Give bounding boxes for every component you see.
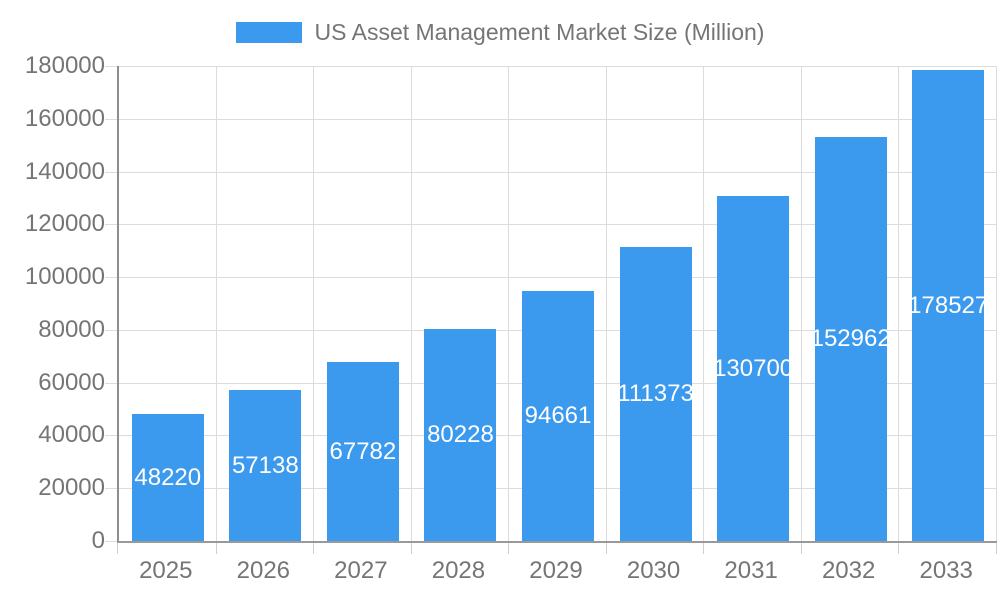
y-axis-tick xyxy=(105,118,117,120)
y-axis-tick xyxy=(105,66,117,67)
bar-2032[interactable]: 152962 xyxy=(814,137,887,541)
x-axis-tick-label: 2032 xyxy=(821,557,876,584)
v-gridline xyxy=(703,66,705,541)
y-axis-tick-label: 160000 xyxy=(24,104,105,132)
y-axis-tick-label: 80000 xyxy=(38,315,105,343)
bar-2029[interactable]: 94661 xyxy=(522,291,594,541)
y-axis-tick xyxy=(105,488,117,490)
x-axis-tick xyxy=(703,543,705,554)
h-gridline xyxy=(119,66,997,67)
v-gridline xyxy=(410,66,412,541)
x-axis-tick xyxy=(508,543,510,554)
bar-value-label: 130700 xyxy=(717,354,790,382)
y-axis-tick xyxy=(105,329,117,331)
v-gridline xyxy=(898,66,900,541)
x-axis-tick xyxy=(313,543,315,554)
y-axis-tick-label: 20000 xyxy=(38,474,105,502)
x-axis-tick xyxy=(605,543,607,554)
x-axis-tick-label: 2030 xyxy=(626,557,681,584)
v-gridline xyxy=(313,66,315,541)
x-axis-tick-label: 2026 xyxy=(236,557,291,584)
y-axis-tick-label: 60000 xyxy=(38,368,105,396)
bar-value-label: 48220 xyxy=(134,463,202,491)
x-axis-tick xyxy=(410,543,412,554)
h-gridline xyxy=(119,171,997,173)
bar-value-label: 80228 xyxy=(427,421,494,448)
y-axis-tick-label: 120000 xyxy=(24,210,105,238)
legend[interactable]: US Asset Management Market Size (Million… xyxy=(0,18,1000,46)
x-axis-tick-label: 2028 xyxy=(431,557,486,584)
x-axis-tick-label: 2033 xyxy=(919,557,973,584)
bar-2033[interactable]: 178527 xyxy=(912,70,985,541)
bar-value-label: 152962 xyxy=(814,325,887,352)
x-axis-tick-label: 2027 xyxy=(334,557,388,584)
bar-value-label: 57138 xyxy=(231,451,299,479)
y-axis-tick xyxy=(105,541,117,542)
v-gridline xyxy=(215,66,217,541)
v-gridline xyxy=(605,66,607,541)
bar-2031[interactable]: 130700 xyxy=(717,196,790,541)
y-axis-tick-label: 0 xyxy=(91,527,105,554)
y-axis-tick xyxy=(105,382,117,384)
bar-2025[interactable]: 48220 xyxy=(131,414,204,541)
bar-2026[interactable]: 57138 xyxy=(229,390,302,541)
legend-label: US Asset Management Market Size (Million… xyxy=(314,18,765,45)
bar-value-label: 67782 xyxy=(329,437,397,465)
bar-value-label: 111373 xyxy=(619,380,692,407)
bar-2030[interactable]: 111373 xyxy=(619,247,692,541)
y-axis-tick-label: 140000 xyxy=(24,157,105,185)
bar-2027[interactable]: 67782 xyxy=(326,362,399,541)
h-gridline xyxy=(119,224,997,226)
bar-2028[interactable]: 80228 xyxy=(424,329,497,541)
legend-swatch-icon xyxy=(235,21,302,43)
x-axis-tick xyxy=(898,543,900,554)
bar-value-label: 178527 xyxy=(912,291,985,319)
plot-area: 48220 57138 67782 80228 94661 111373 130700 152… xyxy=(105,66,997,554)
h-gridline xyxy=(119,118,997,120)
x-axis-tick-label: 2029 xyxy=(529,557,583,584)
y-axis-tick xyxy=(105,435,117,437)
y-axis-tick xyxy=(105,277,117,279)
v-gridline xyxy=(800,66,802,541)
bar-value-label: 94661 xyxy=(524,402,592,429)
x-axis-tick-label: 2031 xyxy=(724,557,778,584)
x-axis-tick-label: 2025 xyxy=(139,557,193,584)
v-gridline xyxy=(996,66,997,541)
x-axis-tick xyxy=(215,543,217,554)
h-gridline xyxy=(119,277,997,279)
x-axis-tick xyxy=(117,543,118,554)
y-axis-tick xyxy=(105,171,117,173)
x-axis-tick xyxy=(996,543,997,554)
y-axis-tick xyxy=(105,224,117,226)
y-axis-tick-label: 40000 xyxy=(38,421,105,449)
v-gridline xyxy=(508,66,510,541)
x-axis-tick xyxy=(800,543,802,554)
y-axis-tick-label: 100000 xyxy=(24,263,105,291)
y-axis-tick-label: 180000 xyxy=(24,52,105,79)
